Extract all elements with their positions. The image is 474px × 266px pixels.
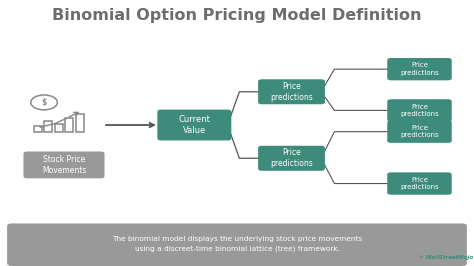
- Text: Price
predictions: Price predictions: [400, 177, 439, 190]
- FancyBboxPatch shape: [387, 58, 452, 80]
- FancyBboxPatch shape: [258, 146, 325, 171]
- Text: Price
predictions: Price predictions: [270, 82, 313, 102]
- Text: ✛ WallStreetMojo: ✛ WallStreetMojo: [419, 255, 474, 260]
- Text: Price
predictions: Price predictions: [270, 148, 313, 168]
- FancyBboxPatch shape: [258, 79, 325, 104]
- FancyBboxPatch shape: [387, 120, 452, 143]
- Text: Price
predictions: Price predictions: [400, 125, 439, 138]
- FancyBboxPatch shape: [157, 110, 231, 140]
- Text: Price
predictions: Price predictions: [400, 104, 439, 117]
- Text: $: $: [41, 98, 47, 107]
- FancyBboxPatch shape: [7, 223, 467, 266]
- FancyBboxPatch shape: [387, 99, 452, 122]
- FancyBboxPatch shape: [387, 172, 452, 195]
- Text: The binomial model displays the underlying stock price movements
using a discree: The binomial model displays the underlyi…: [112, 236, 362, 252]
- Text: Binomial Option Pricing Model Definition: Binomial Option Pricing Model Definition: [52, 8, 422, 23]
- FancyBboxPatch shape: [24, 152, 104, 178]
- Text: Price
predictions: Price predictions: [400, 63, 439, 76]
- Text: Current
Value: Current Value: [178, 115, 210, 135]
- Text: Stock Price
Movements: Stock Price Movements: [42, 155, 86, 175]
